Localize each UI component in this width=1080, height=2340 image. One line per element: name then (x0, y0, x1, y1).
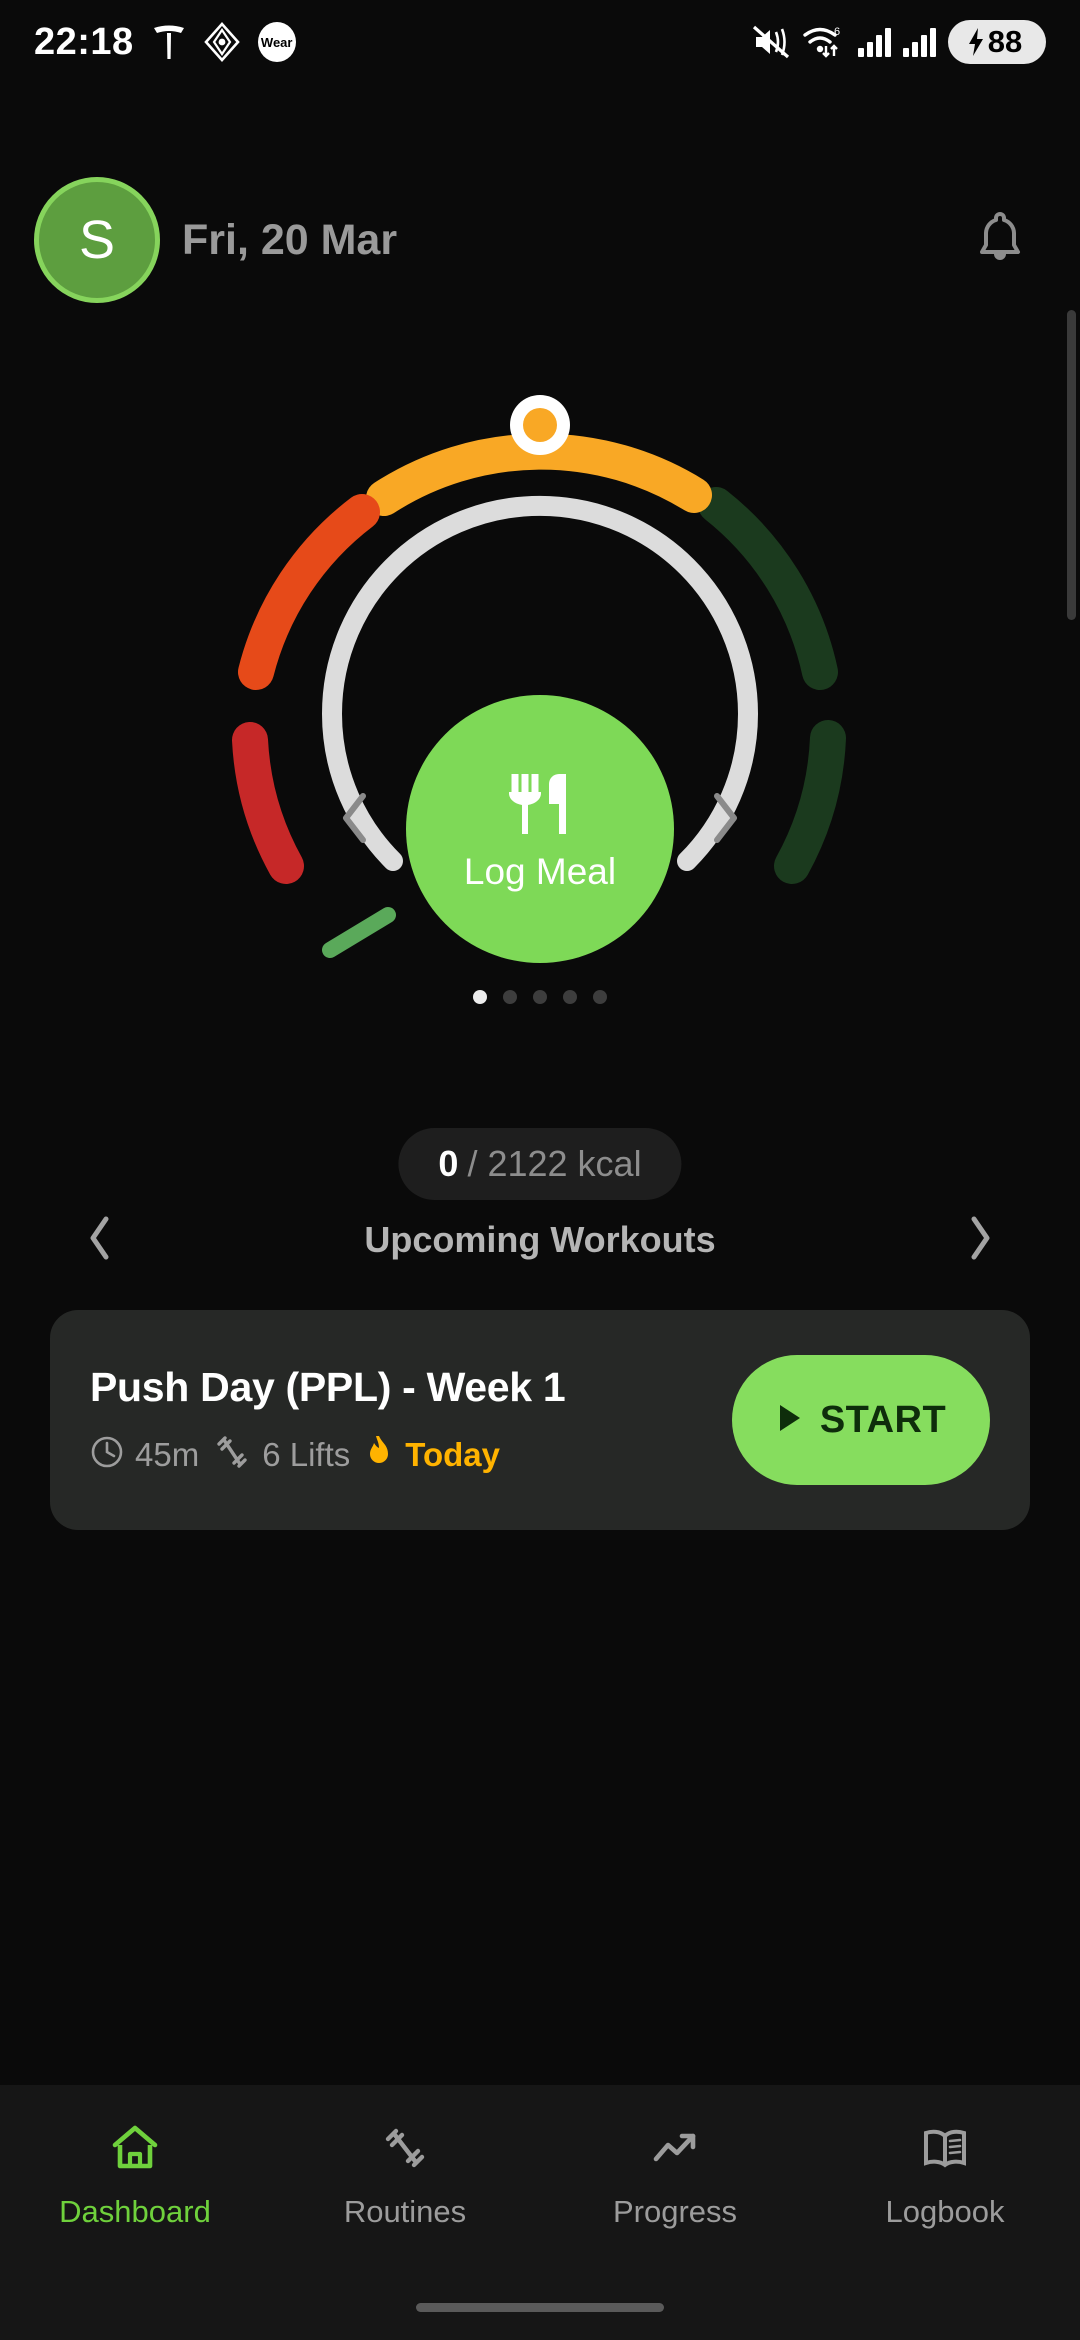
page-dot[interactable] (533, 990, 547, 1004)
wear-badge-icon: Wear (257, 22, 296, 62)
gauge-next-button[interactable] (690, 780, 760, 860)
chevron-right-icon (966, 1216, 994, 1265)
workout-lifts-label: 6 Lifts (262, 1435, 351, 1473)
gauge-segment-orange (366, 433, 712, 516)
nav-item-logbook[interactable]: Logbook (810, 2123, 1080, 2230)
workout-duration-label: 45m (135, 1435, 200, 1473)
avatar-initial: S (78, 210, 116, 270)
gauge-segment-dark-green-lower (774, 720, 846, 884)
notification-bell-icon (972, 208, 1028, 273)
status-bar: 22:18 Wear 6 88 (0, 0, 1080, 84)
start-button-label: START (819, 1398, 947, 1441)
page-dot[interactable] (593, 990, 607, 1004)
chevron-left-icon (86, 1216, 114, 1265)
bottom-navigation: Dashboard Routines Progress Logbook (0, 2085, 1080, 2340)
start-workout-button[interactable]: START (732, 1355, 990, 1485)
workout-today-badge: Today (364, 1434, 500, 1475)
upcoming-workouts-header: Upcoming Workouts (0, 1200, 1080, 1280)
wifi-6-icon: 6 (802, 24, 846, 60)
workout-name: Push Day (PPL) - Week 1 (90, 1364, 566, 1410)
status-bar-left: 22:18 Wear (34, 21, 296, 64)
carousel-page-dots[interactable] (473, 990, 607, 1004)
app-header: S Fri, 20 Mar (0, 177, 1080, 303)
workout-meta: 45m 6 Lifts Today (90, 1433, 732, 1476)
battery-charging-icon: 88 (948, 20, 1046, 64)
nav-label-dashboard: Dashboard (59, 2194, 211, 2229)
workout-card[interactable]: Push Day (PPL) - Week 1 45m 6 Lifts Toda… (50, 1310, 1030, 1530)
dumbbell-icon (213, 1433, 251, 1476)
mute-icon (752, 25, 790, 59)
gauge-inner-ring (322, 495, 758, 871)
workout-duration: 45m (90, 1435, 199, 1474)
page-scrollbar[interactable] (1067, 310, 1076, 620)
notifications-button[interactable] (954, 194, 1046, 286)
gauge-rings (232, 395, 846, 958)
nav-label-routines: Routines (343, 2194, 467, 2229)
home-indicator[interactable] (416, 2303, 664, 2312)
play-icon (776, 1402, 804, 1439)
signal-bars-icon (858, 27, 891, 57)
gauge-segment-orange-red (238, 494, 380, 690)
svg-text:6: 6 (834, 26, 840, 38)
upcoming-workouts-title: Upcoming Workouts (364, 1219, 716, 1260)
page-dot[interactable] (563, 990, 577, 1004)
workout-lifts: 6 Lifts (213, 1433, 350, 1476)
nav-item-progress[interactable]: Progress (540, 2123, 810, 2230)
nav-item-dashboard[interactable]: Dashboard (0, 2123, 270, 2230)
calories-current: 0 (438, 1143, 459, 1184)
nav-item-routines[interactable]: Routines (270, 2123, 540, 2230)
chevron-right-icon (708, 792, 742, 849)
gauge-segment-dark-green-upper (698, 487, 838, 690)
flame-icon (364, 1434, 394, 1475)
trending-up-icon (649, 2123, 701, 2178)
calorie-gauge: Log Meal (0, 300, 1080, 1060)
gauge-prev-button[interactable] (320, 780, 390, 860)
gauge-progress-tick (322, 907, 396, 958)
battery-level-label: 88 (987, 24, 1023, 59)
chevron-left-icon (338, 792, 372, 849)
status-bar-right: 6 88 (752, 20, 1046, 64)
nav-label-progress: Progress (612, 2194, 738, 2229)
calorie-summary-pill: 0 / 2122 kcal (398, 1128, 682, 1200)
diamond-icon (203, 22, 240, 62)
workout-today-label: Today (405, 1435, 500, 1473)
log-meal-label: Log Meal (463, 850, 617, 892)
page-title: Fri, 20 Mar (182, 215, 398, 264)
upcoming-next-button[interactable] (950, 1210, 1010, 1270)
workout-info: Push Day (PPL) - Week 1 45m 6 Lifts Toda… (90, 1364, 732, 1476)
clock-icon (90, 1435, 124, 1474)
calories-target: / 2122 kcal (467, 1143, 642, 1184)
signal-bars-2-icon (903, 27, 936, 57)
dumbbell-icon (379, 2123, 431, 2178)
page-dot[interactable] (473, 990, 487, 1004)
log-meal-button[interactable]: Log Meal (406, 695, 674, 963)
avatar[interactable]: S (34, 177, 160, 303)
tesla-icon (152, 23, 186, 61)
fork-knife-icon (503, 766, 577, 845)
home-icon (109, 2123, 161, 2178)
book-icon (919, 2123, 971, 2178)
gauge-marker-dot (523, 408, 557, 442)
page-dot[interactable] (503, 990, 517, 1004)
gauge-segment-red (232, 722, 304, 884)
nav-label-logbook: Logbook (885, 2194, 1005, 2229)
status-bar-clock: 22:18 (34, 20, 134, 63)
upcoming-prev-button[interactable] (70, 1210, 130, 1270)
